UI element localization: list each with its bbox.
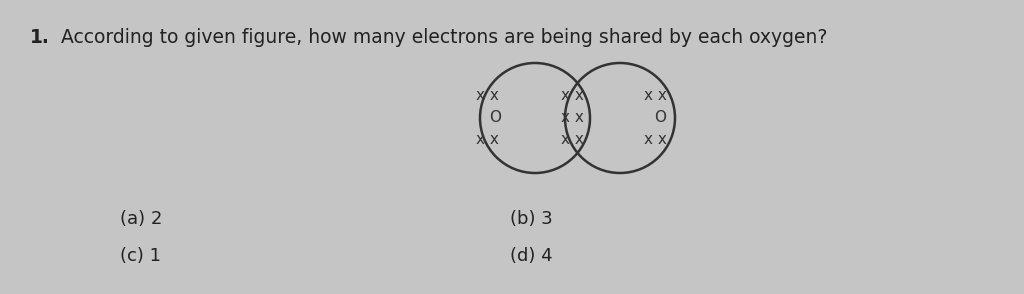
Text: x x: x x (643, 133, 667, 148)
Text: O: O (489, 111, 501, 126)
Text: According to given figure, how many electrons are being shared by each oxygen?: According to given figure, how many elec… (55, 28, 827, 47)
Text: x x: x x (560, 111, 584, 126)
Text: x x: x x (560, 88, 584, 103)
Text: (c) 1: (c) 1 (120, 247, 161, 265)
Text: (a) 2: (a) 2 (120, 210, 163, 228)
Text: x x: x x (643, 88, 667, 103)
Text: x x: x x (475, 88, 499, 103)
Text: 1.: 1. (30, 28, 50, 47)
Text: O: O (654, 111, 666, 126)
Text: x x: x x (560, 133, 584, 148)
Text: (b) 3: (b) 3 (510, 210, 553, 228)
Text: (d) 4: (d) 4 (510, 247, 553, 265)
Text: x x: x x (475, 133, 499, 148)
